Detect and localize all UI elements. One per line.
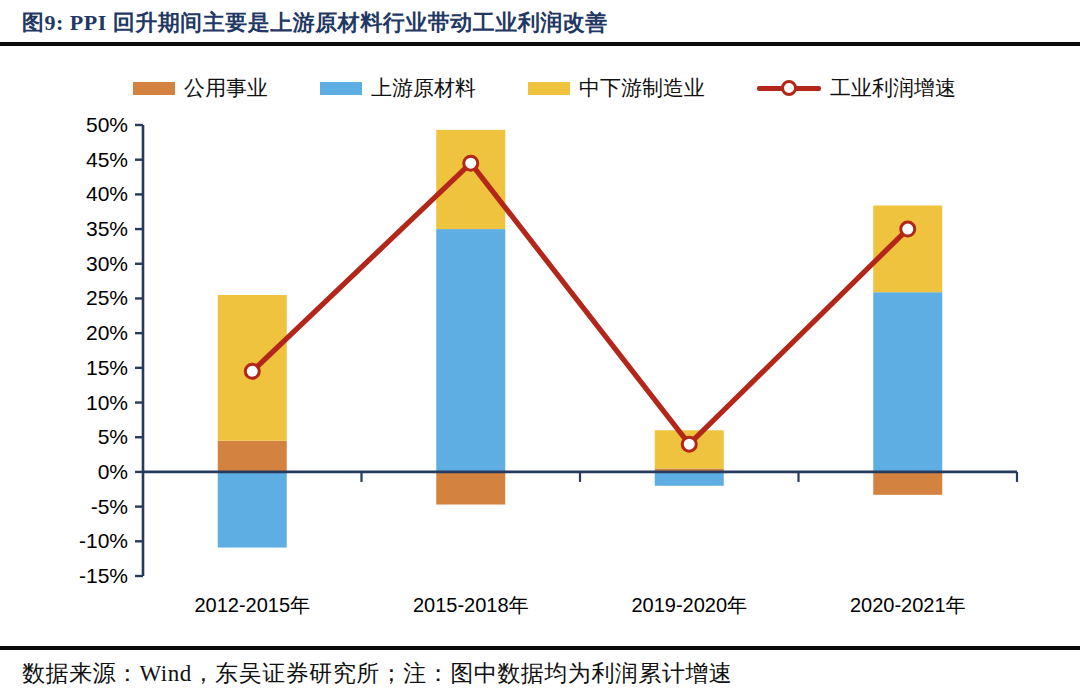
x-category-label: 2020-2021年 — [850, 594, 966, 616]
line-data-marker — [464, 156, 478, 170]
line-data-marker — [901, 222, 915, 236]
x-category-label: 2015-2018年 — [413, 594, 529, 616]
line-data-marker — [245, 364, 259, 378]
y-tick-label: 20% — [86, 321, 128, 344]
line-data-marker — [682, 437, 696, 451]
x-category-label: 2019-2020年 — [631, 594, 747, 616]
y-tick-label: 30% — [86, 252, 128, 275]
bar-segment — [436, 472, 505, 505]
source-note: 数据来源：Wind，东吴证券研究所；注：图中数据均为利润累计增速 — [22, 658, 1062, 689]
x-category-label: 2012-2015年 — [194, 594, 310, 616]
y-tick-label: 25% — [86, 286, 128, 309]
y-tick-label: 15% — [86, 356, 128, 379]
bar-segment — [873, 205, 942, 292]
y-tick-label: 40% — [86, 182, 128, 205]
y-tick-label: 5% — [98, 425, 128, 448]
figure-title: 图9: PPI 回升期间主要是上游原材料行业带动工业利润改善 — [22, 8, 1062, 38]
bar-segment — [218, 441, 287, 472]
profit-growth-line — [252, 163, 908, 444]
title-divider — [0, 42, 1080, 46]
y-tick-label: 45% — [86, 148, 128, 171]
y-tick-label: 50% — [86, 113, 128, 136]
bar-segment — [436, 130, 505, 229]
bar-segment — [436, 229, 505, 472]
y-tick-label: -5% — [91, 495, 128, 518]
y-tick-label: 35% — [86, 217, 128, 240]
bar-segment — [218, 472, 287, 548]
bar-segment — [873, 472, 942, 495]
bar-segment — [655, 472, 724, 486]
bar-segment — [873, 292, 942, 472]
y-tick-label: -10% — [79, 529, 128, 552]
chart-canvas: 50% 45% 40% 35% 30% 25% 20% 15% 10% 5% 0% -5% -10% -1… — [0, 55, 1080, 645]
y-tick-label: -15% — [79, 564, 128, 587]
footer-divider — [0, 646, 1080, 650]
y-tick-label: 10% — [86, 391, 128, 414]
y-tick-label: 0% — [98, 460, 128, 483]
